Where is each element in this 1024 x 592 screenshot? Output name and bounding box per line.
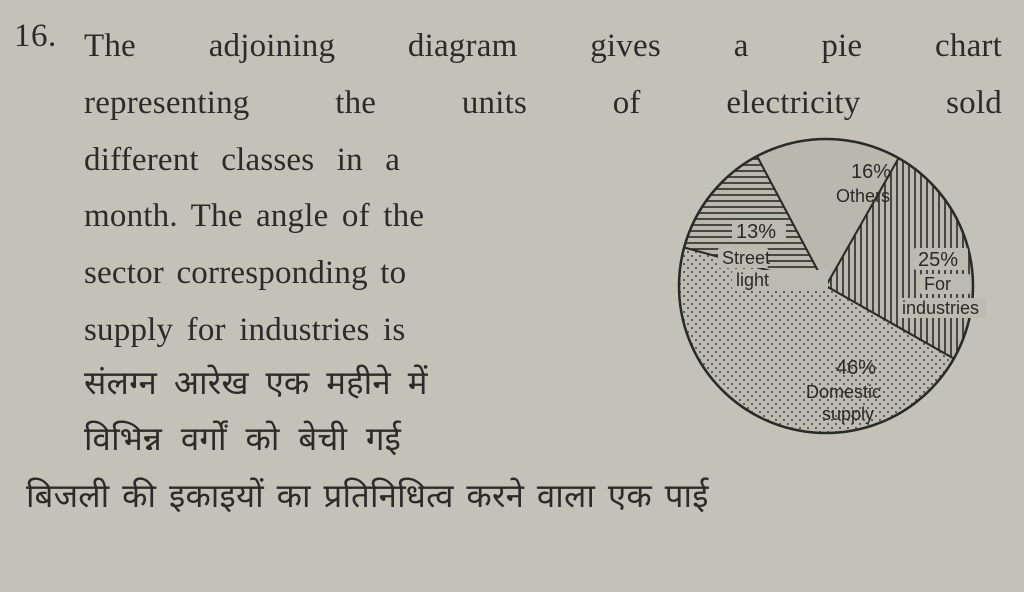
pie-label-industries: industries [902, 298, 979, 318]
pie-label-street: Street [722, 248, 770, 268]
text-line-hindi: बिजली की इकाइयों का प्रतिनिधित्व करने वा… [26, 472, 1002, 529]
word: units [462, 75, 527, 132]
pie-label-street: 13% [736, 221, 776, 243]
word: a [734, 18, 749, 75]
word: pie [821, 18, 862, 75]
word: of [613, 75, 641, 132]
pie-label-industries: 25% [918, 249, 958, 271]
word: the [335, 75, 376, 132]
pie-svg: 16% Others 25% For industries 46% Domesticsupp… [666, 126, 986, 446]
word: representing [84, 75, 250, 132]
word: chart [935, 18, 1002, 75]
question-number: 16. [14, 18, 57, 55]
pie-label-domestic: supply [822, 404, 874, 424]
word: The [84, 18, 136, 75]
word: gives [590, 18, 661, 75]
text-line: representing the units of electricity so… [84, 75, 1002, 132]
word: adjoining [209, 18, 335, 75]
pie-chart: 16% Others 25% For industries 46% Domesticsupp… [666, 126, 986, 446]
word: electricity [726, 75, 860, 132]
pie-label-industries: For [924, 274, 951, 294]
pie-label-others: Others [836, 186, 890, 206]
text-line: The adjoining diagram gives a pie chart [84, 18, 1002, 75]
word: sold [946, 75, 1002, 132]
pie-label-street: light [736, 270, 769, 290]
page: 16. The adjoining diagram gives a pie ch… [0, 0, 1024, 592]
pie-label-domestic: Domestic [806, 382, 881, 402]
pie-label-others: 16% [851, 161, 891, 183]
pie-label-domestic: 46% [836, 357, 876, 379]
word: diagram [408, 18, 518, 75]
